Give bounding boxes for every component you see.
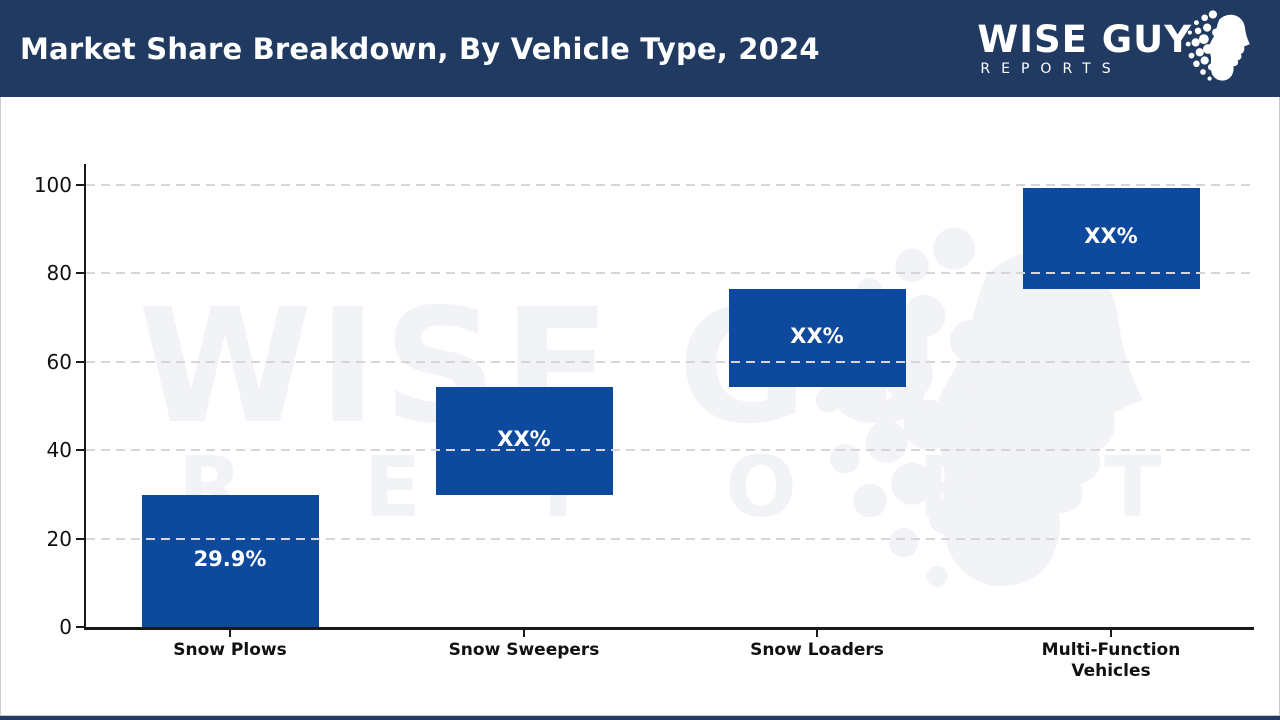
watermark-head-icon bbox=[815, 227, 1143, 587]
brand-logo: WISE GUY REPORTS bbox=[977, 7, 1254, 91]
gridline-100 bbox=[86, 183, 1253, 186]
y-tick-label: 40 bbox=[46, 438, 72, 462]
x-tick bbox=[229, 630, 231, 637]
watermark-text-reports: R E P O R T S bbox=[178, 438, 1280, 536]
bar-value-label: 29.9% bbox=[193, 546, 267, 571]
x-category-label: Multi-Function Vehicles bbox=[1041, 640, 1181, 682]
y-tick-label: 60 bbox=[46, 349, 72, 374]
footer-accent-bar bbox=[0, 716, 1280, 720]
y-tick-label: 20 bbox=[46, 526, 72, 551]
brand-head-icon bbox=[1185, 9, 1250, 81]
y-tick-label: 0 bbox=[59, 615, 72, 639]
gridline-80 bbox=[86, 272, 1253, 274]
bar-value-label: XX% bbox=[1084, 224, 1138, 249]
y-tick-40 bbox=[76, 449, 85, 451]
x-tick bbox=[523, 630, 525, 637]
y-tick-80 bbox=[76, 272, 85, 274]
bar-value-label: XX% bbox=[497, 426, 551, 451]
bar-snow-sweepers bbox=[435, 386, 613, 495]
brand-logo-text: WISE GUY REPORTS bbox=[977, 21, 1192, 77]
y-tick-100 bbox=[76, 183, 85, 186]
y-tick-0 bbox=[76, 626, 85, 628]
x-axis-spine bbox=[84, 627, 1254, 630]
y-tick-60 bbox=[76, 360, 85, 363]
bar-value-label: XX% bbox=[790, 323, 844, 348]
x-category-label: Snow Loaders bbox=[750, 640, 884, 660]
y-tick-20 bbox=[76, 537, 85, 540]
brand-subname: REPORTS bbox=[980, 60, 1122, 77]
brand-name: WISE GUY bbox=[977, 17, 1192, 61]
bar-snow-plows bbox=[141, 494, 319, 627]
gridline-60 bbox=[86, 360, 1253, 363]
y-tick-label: 80 bbox=[46, 261, 72, 285]
x-category-label: Snow Sweepers bbox=[448, 640, 600, 660]
bar-snow-loaders bbox=[728, 288, 906, 387]
x-tick bbox=[1110, 630, 1112, 637]
y-axis-spine bbox=[84, 164, 86, 630]
page-title: Market Share Breakdown, By Vehicle Type,… bbox=[20, 31, 820, 66]
x-tick bbox=[816, 630, 818, 637]
x-category-label: Snow Plows bbox=[173, 640, 287, 660]
gridline-20 bbox=[86, 537, 1253, 540]
gridline-40 bbox=[86, 449, 1253, 451]
header-bar: Market Share Breakdown, By Vehicle Type,… bbox=[0, 0, 1280, 97]
y-tick-label: 100 bbox=[33, 172, 72, 197]
